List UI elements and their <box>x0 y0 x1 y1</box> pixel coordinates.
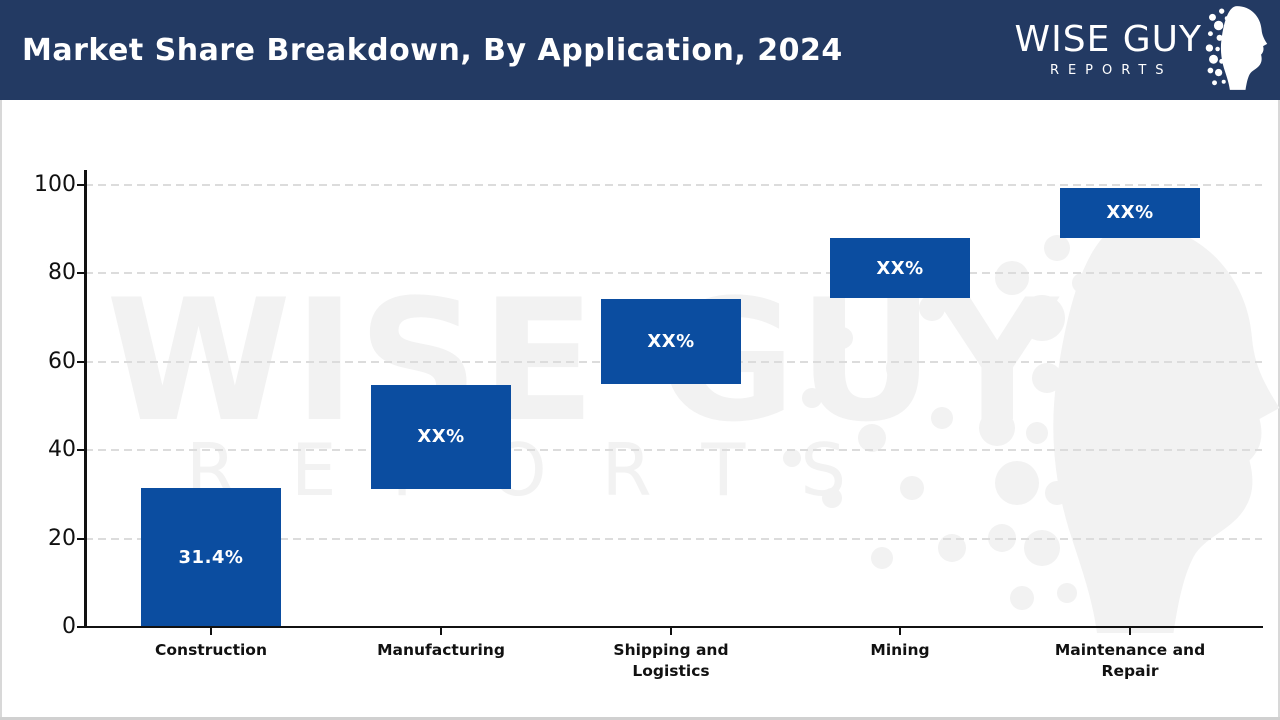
x-axis-line <box>84 625 1263 628</box>
bottom-border <box>0 717 1280 720</box>
brand-logo: WISE GUY REPORTS <box>1015 0 1269 100</box>
bar-segment: XX% <box>601 299 741 384</box>
y-axis-tick <box>77 537 85 540</box>
bar-segment: XX% <box>1060 188 1200 238</box>
y-axis-tick-label: 100 <box>34 172 76 197</box>
wise-guy-face-icon <box>1204 3 1268 97</box>
header-bar: Market Share Breakdown, By Application, … <box>0 0 1280 100</box>
gridline <box>85 272 1262 275</box>
y-axis-tick <box>77 360 85 363</box>
brand-logo-text: WISE GUY REPORTS <box>1014 19 1203 79</box>
bar-value-label: XX% <box>876 257 924 279</box>
x-axis-category-label: Shipping and Logistics <box>613 641 729 680</box>
gridline <box>85 449 1262 452</box>
bar-value-label: XX% <box>417 426 465 448</box>
y-axis-tick <box>77 184 85 186</box>
x-axis-tick <box>440 627 442 635</box>
x-axis-category-label: Construction <box>155 641 267 659</box>
y-axis-tick-label: 0 <box>62 614 76 639</box>
y-axis-tick <box>77 449 85 452</box>
bar-segment: XX% <box>371 384 511 489</box>
gridline <box>85 184 1262 186</box>
y-axis-tick-label: 20 <box>48 525 76 551</box>
x-axis-tick <box>899 627 901 635</box>
watermark-subtitle-text: REPORTS <box>186 428 902 512</box>
y-axis-tick-label: 40 <box>48 437 76 463</box>
y-axis-line <box>84 170 87 628</box>
x-axis-tick <box>210 627 212 635</box>
bar-segment: 31.4% <box>141 488 281 627</box>
bar-value-label: XX% <box>1106 202 1154 224</box>
y-axis-tick-label: 80 <box>48 260 76 286</box>
x-axis-tick <box>670 627 672 635</box>
y-axis-tick-label: 60 <box>48 348 76 374</box>
bar-segment: XX% <box>830 238 970 299</box>
x-axis-category-label: Mining <box>870 641 930 659</box>
brand-name: WISE GUY <box>1014 19 1202 60</box>
y-axis-tick <box>77 626 85 628</box>
page-title: Market Share Breakdown, By Application, … <box>22 32 843 68</box>
bar-value-label: XX% <box>647 330 695 352</box>
bar-value-label: 31.4% <box>178 547 244 569</box>
brand-subtitle: REPORTS <box>1049 63 1173 78</box>
gridline <box>85 537 1262 540</box>
x-axis-tick <box>1129 627 1131 635</box>
x-axis-category-label: Maintenance and Repair <box>1054 641 1206 680</box>
x-axis-category-label: Manufacturing <box>377 641 505 659</box>
y-axis-tick <box>77 272 85 275</box>
